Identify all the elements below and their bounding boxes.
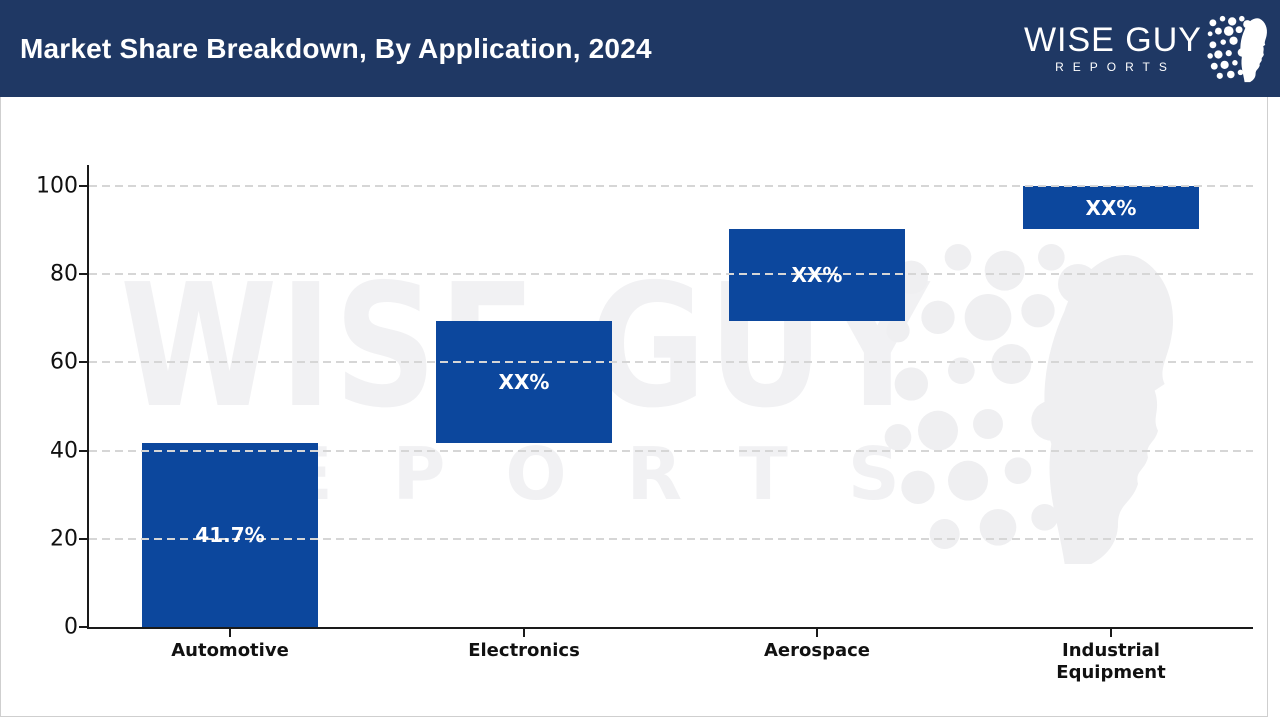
bar-electronics <box>436 320 612 444</box>
y-tick-20 <box>79 537 87 540</box>
page-border-right <box>1267 97 1268 717</box>
bar-value-label: 41.7% <box>195 523 265 548</box>
y-axis-line <box>87 165 89 629</box>
gridline-80 <box>89 273 1253 276</box>
header-bar: Market Share Breakdown, By Application, … <box>0 0 1280 97</box>
y-tick-label-100: 100 <box>36 173 78 199</box>
y-tick-80 <box>79 273 87 276</box>
y-tick-100 <box>79 185 87 187</box>
x-tick-2 <box>523 629 525 637</box>
x-tick-3 <box>816 629 818 637</box>
y-tick-label-80: 80 <box>50 261 78 287</box>
page-border-bottom <box>0 716 1268 717</box>
x-tick-4 <box>1110 629 1112 637</box>
page-title: Market Share Breakdown, By Application, … <box>20 32 652 64</box>
x-category-label: Electronics <box>468 640 580 661</box>
x-category-label: Industrial Equipment <box>1056 640 1166 683</box>
gridline-40 <box>89 449 1253 452</box>
y-tick-label-0: 0 <box>64 614 78 640</box>
brand-name: WISE GUY <box>1023 21 1202 59</box>
gridline-60 <box>89 361 1253 364</box>
y-tick-40 <box>79 449 87 452</box>
brand-logo-text: WISE GUY REPORTS <box>1024 23 1202 74</box>
y-tick-label-20: 20 <box>50 526 78 552</box>
y-tick-label-40: 40 <box>50 438 78 464</box>
bar-value-label: XX% <box>1085 195 1137 220</box>
bar-value-label: XX% <box>498 370 550 395</box>
y-tick-0 <box>79 626 87 628</box>
y-tick-label-60: 60 <box>50 349 78 375</box>
gridline-20 <box>89 537 1253 540</box>
x-tick-1 <box>229 629 231 637</box>
gridline-100 <box>89 185 1253 187</box>
x-category-label: Aerospace <box>763 640 870 661</box>
bar-automotive <box>142 443 318 627</box>
bar-value-label: XX% <box>791 263 843 288</box>
page-border-left <box>0 97 1 717</box>
y-tick-60 <box>79 361 87 364</box>
bar-industrial-equipment <box>1023 186 1199 230</box>
x-category-label: Automotive <box>171 640 289 661</box>
brand-logo: WISE GUY REPORTS <box>1024 0 1268 97</box>
brand-subtitle: REPORTS <box>1055 60 1176 74</box>
dotted-head-icon <box>1207 15 1267 82</box>
x-axis-line <box>87 627 1253 629</box>
